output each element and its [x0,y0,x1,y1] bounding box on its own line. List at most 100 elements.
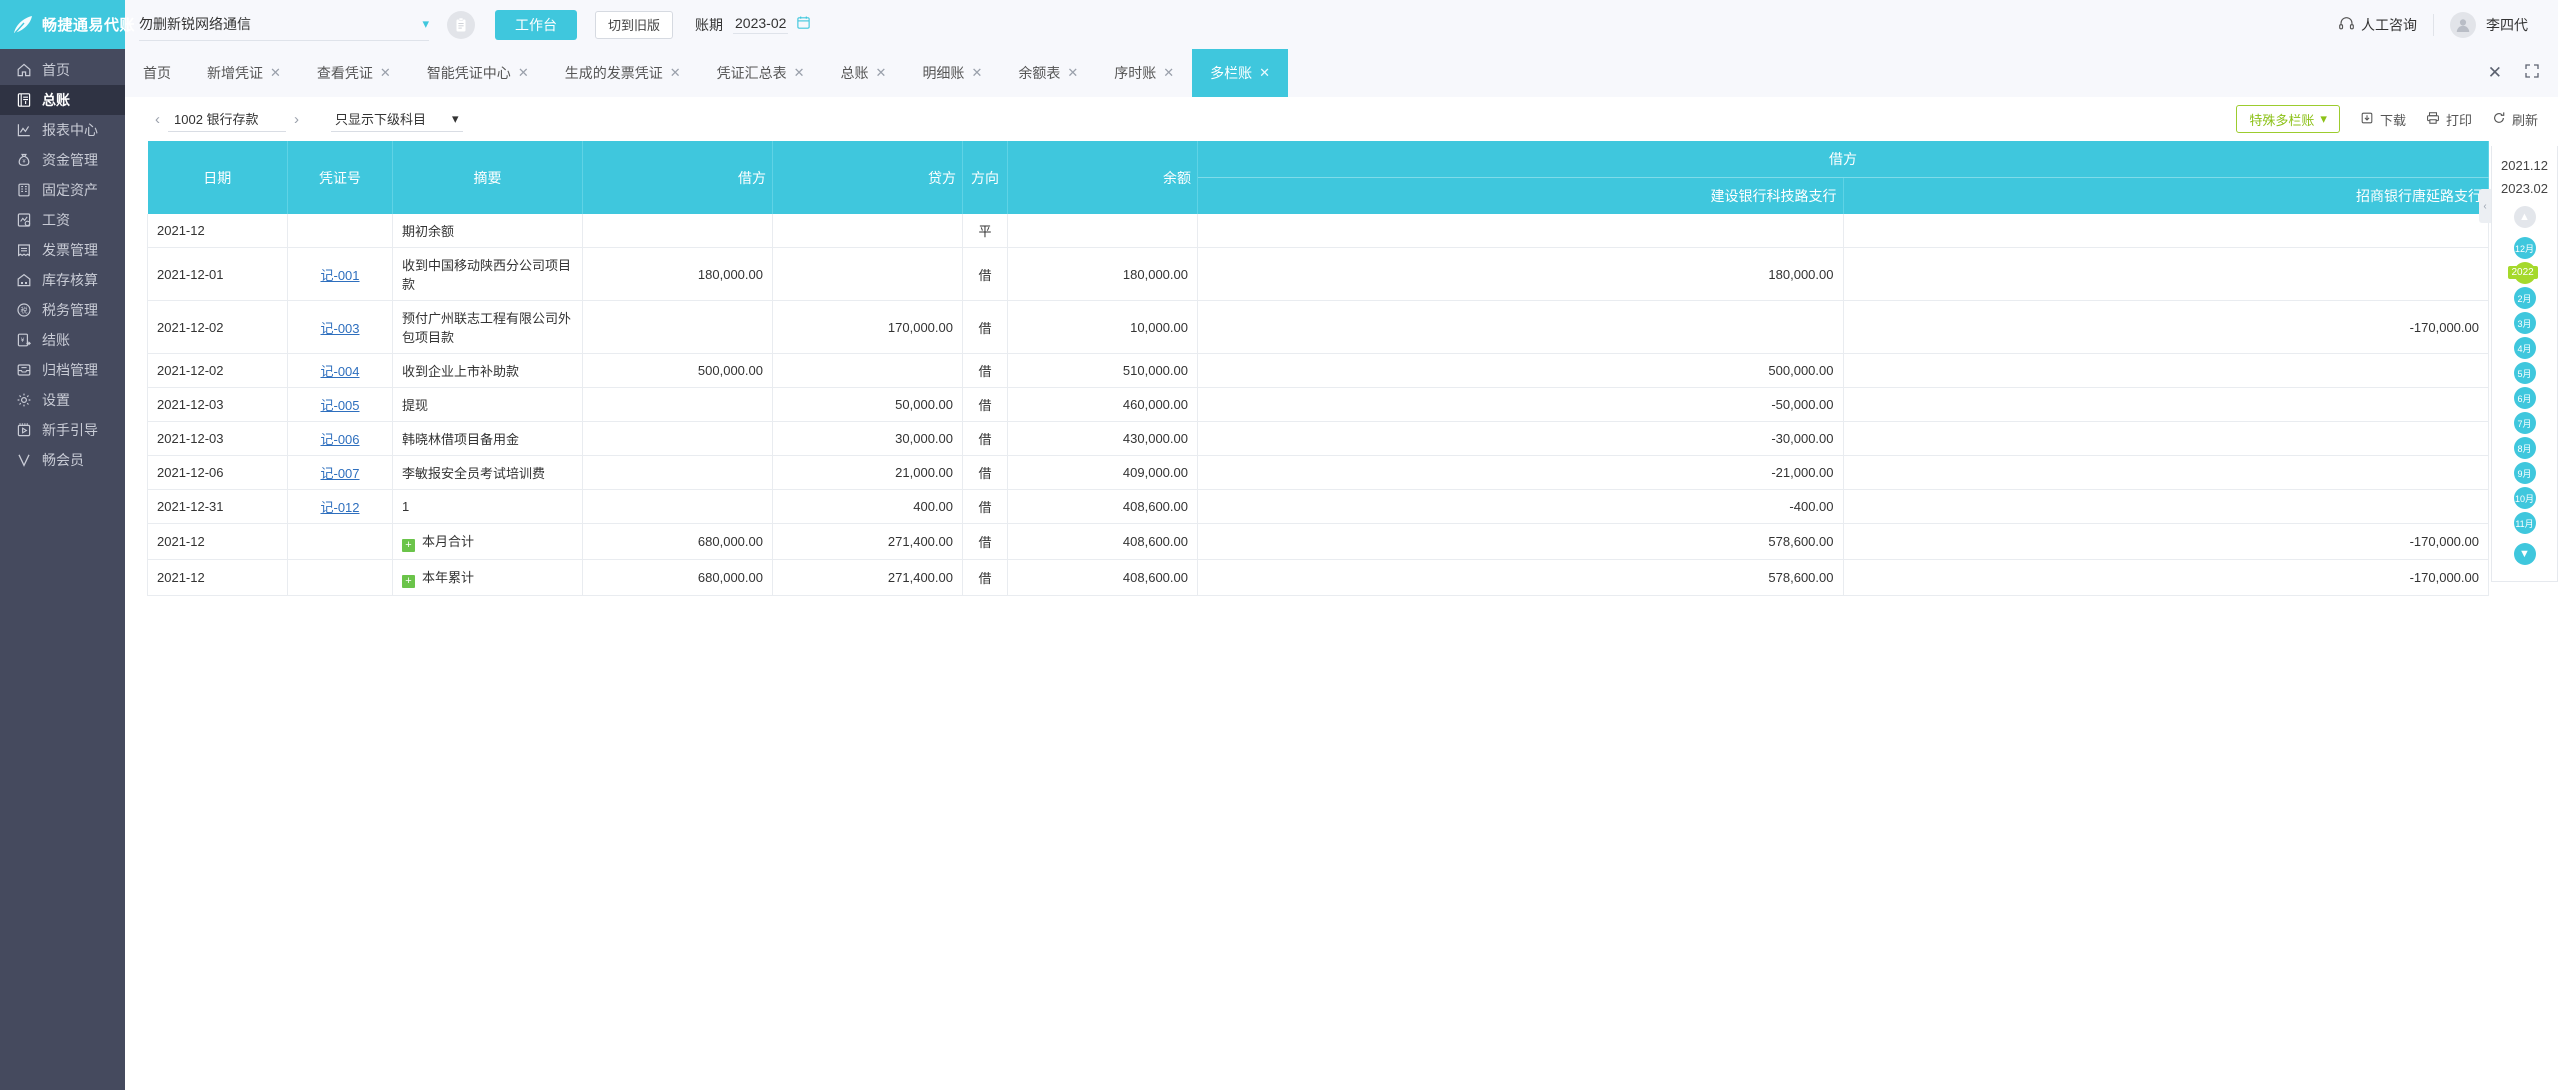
close-icon[interactable]: ✕ [1259,65,1271,80]
table-row[interactable]: 2021-12-31 记-012 1 400.00 借 408,600.00 -400.00 [147,489,2489,524]
fullscreen-icon[interactable] [2524,63,2540,84]
switch-legacy-button[interactable]: 切到旧版 [595,10,674,39]
close-icon[interactable]: ✕ [379,65,391,80]
cell-voucher: 记-004 [287,353,393,388]
month-chip-7[interactable]: 7月 [2513,412,2536,434]
chevron-down-icon[interactable]: ▼ [2513,543,2536,565]
tab-3[interactable]: 智能凭证中心 ✕ [409,49,547,97]
sidebar-item-4[interactable]: 固定资产 [0,175,125,205]
company-selector[interactable]: 勿删新锐网络通信 ▾ [139,9,429,41]
chevron-up-icon[interactable]: ▲ [2513,206,2536,228]
voucher-link[interactable]: 记-006 [320,432,360,447]
user-avatar-icon[interactable] [2450,11,2476,38]
close-icon[interactable]: ✕ [793,65,805,80]
table-row[interactable]: 2021-12-06 记-007 李敏报安全员考试培训费 21,000.00 借 409,… [147,455,2489,490]
close-icon[interactable]: ✕ [517,65,529,80]
print-button[interactable]: 打印 [2426,110,2472,129]
month-chip-6[interactable]: 6月 [2513,387,2536,409]
sidebar-item-7[interactable]: 库存核算 [0,265,125,295]
month-chip-10[interactable]: 10月 [2513,487,2536,509]
only-leaf-dropdown[interactable]: 只显示下级科目 ▾ [331,106,463,132]
voucher-link[interactable]: 记-003 [320,320,360,336]
close-icon[interactable]: ✕ [875,65,887,80]
sidebar-item-8[interactable]: 税 税务管理 [0,295,125,325]
voucher-link[interactable]: 记-004 [320,364,360,379]
month-chip-8[interactable]: 8月 [2513,437,2536,459]
cell-direction: 借 [962,387,1008,422]
month-chip-3[interactable]: 3月 [2513,312,2536,334]
month-chip-4[interactable]: 4月 [2513,337,2536,359]
period-value[interactable]: 2023-02 [733,15,789,34]
sidebar-item-13[interactable]: 畅会员 [0,445,125,475]
table-row[interactable]: 2021-12-03 记-005 提现 50,000.00 借 460,000.00 -50… [147,387,2489,422]
sidebar-item-2[interactable]: 报表中心 [0,115,125,145]
close-icon[interactable]: ✕ [2487,63,2502,82]
chevron-right-icon[interactable]: › [294,110,299,128]
sidebar-item-12[interactable]: 新手引导 [0,415,125,445]
month-chip-11[interactable]: 11月 [2513,512,2536,534]
table-row[interactable]: 2021-12 + 本年累计 680,000.00 271,400.00 借 408,600… [147,559,2489,596]
voucher-link[interactable]: 记-005 [320,398,360,413]
clipboard-icon[interactable] [447,10,475,39]
special-multicolumn-button[interactable]: 特殊多栏账 ▾ [2236,105,2340,133]
tab-10[interactable]: 多栏账 ✕ [1192,49,1289,97]
tab-0[interactable]: 首页 [125,49,189,97]
chevron-left-icon[interactable]: ‹ [155,110,160,128]
tab-5[interactable]: 凭证汇总表 ✕ [699,49,823,97]
support-link[interactable]: 人工咨询 [2338,15,2417,35]
col-header-abstract[interactable]: 摘要 [392,141,583,214]
col-header-voucher[interactable]: 凭证号 [287,141,393,214]
sidebar-item-1[interactable]: 总账 [0,85,125,115]
calendar-icon[interactable] [796,15,811,34]
top-header-main: 勿删新锐网络通信 ▾ 工作台 切到旧版 账期 2023-02 人工咨询 [125,0,2558,49]
col-header-balance[interactable]: 余额 [1007,141,1198,214]
col-header-credit[interactable]: 贷方 [772,141,963,214]
tab-9[interactable]: 序时账 ✕ [1096,49,1192,97]
cell-balance: 180,000.00 [1007,247,1198,301]
download-button[interactable]: 下载 [2360,110,2406,129]
table-row[interactable]: 2021-12-02 记-003 预付广州联志工程有限公司外包项目款 170,000.… [147,300,2489,354]
sidebar-item-11[interactable]: 设置 [0,385,125,415]
tab-8[interactable]: 余额表 ✕ [1000,49,1096,97]
subject-selector[interactable]: 1002 银行存款 [168,106,286,132]
col-header-direction[interactable]: 方向 [962,141,1008,214]
tab-1[interactable]: 新增凭证 ✕ [189,49,299,97]
refresh-button[interactable]: 刷新 [2492,110,2538,129]
close-icon[interactable]: ✕ [1067,65,1079,80]
table-row[interactable]: 2021-12-03 记-006 韩晓林借项目备用金 30,000.00 借 430,00… [147,421,2489,456]
sidebar-item-0[interactable]: 首页 [0,55,125,85]
close-icon[interactable]: ✕ [270,65,281,80]
sidebar-item-9[interactable]: ¥ 结账 [0,325,125,355]
close-icon[interactable]: ✕ [1163,65,1175,80]
sidebar-item-3[interactable]: ¥ 资金管理 [0,145,125,175]
table-row[interactable]: 2021-12 + 本月合计 680,000.00 271,400.00 借 408,600… [147,523,2489,560]
close-icon[interactable]: ✕ [971,65,983,80]
col-header-bank-cmb[interactable]: 招商银行唐延路支行 [1843,177,2489,214]
summary-expand-icon[interactable]: + [402,575,415,588]
voucher-link[interactable]: 记-001 [320,267,360,283]
table-row[interactable]: 2021-12-01 记-001 收到中国移动陕西分公司项目款 180,000.00 借… [147,247,2489,301]
month-chip-2[interactable]: 2月 [2513,287,2536,309]
collapse-panel-icon[interactable]: ‹ [2479,189,2491,223]
month-chip-5[interactable]: 5月 [2513,362,2536,384]
tab-7[interactable]: 明细账 ✕ [904,49,1000,97]
tab-2[interactable]: 查看凭证 ✕ [299,49,409,97]
table-row[interactable]: 2021-12-02 记-004 收到企业上市补助款 500,000.00 借 510,0… [147,353,2489,388]
col-header-date[interactable]: 日期 [147,141,288,214]
username-label[interactable]: 李四代 [2486,16,2528,33]
close-icon[interactable]: ✕ [669,65,681,80]
sidebar-item-6[interactable]: 发票管理 [0,235,125,265]
month-chip-0[interactable]: 12月 [2513,237,2536,259]
voucher-link[interactable]: 记-012 [320,500,360,515]
tab-4[interactable]: 生成的发票凭证 ✕ [547,49,699,97]
sidebar-item-10[interactable]: 归档管理 [0,355,125,385]
workbench-button[interactable]: 工作台 [495,9,577,40]
sidebar-item-5[interactable]: 工资 [0,205,125,235]
table-row[interactable]: 2021-12 期初余额 平 [147,214,2489,248]
month-chip-9[interactable]: 9月 [2513,462,2536,484]
tab-6[interactable]: 总账 ✕ [823,49,905,97]
col-header-bank-ccb[interactable]: 建设银行科技路支行 [1197,177,1844,214]
col-header-debit[interactable]: 借方 [582,141,773,214]
summary-expand-icon[interactable]: + [402,539,415,552]
voucher-link[interactable]: 记-007 [320,466,360,481]
